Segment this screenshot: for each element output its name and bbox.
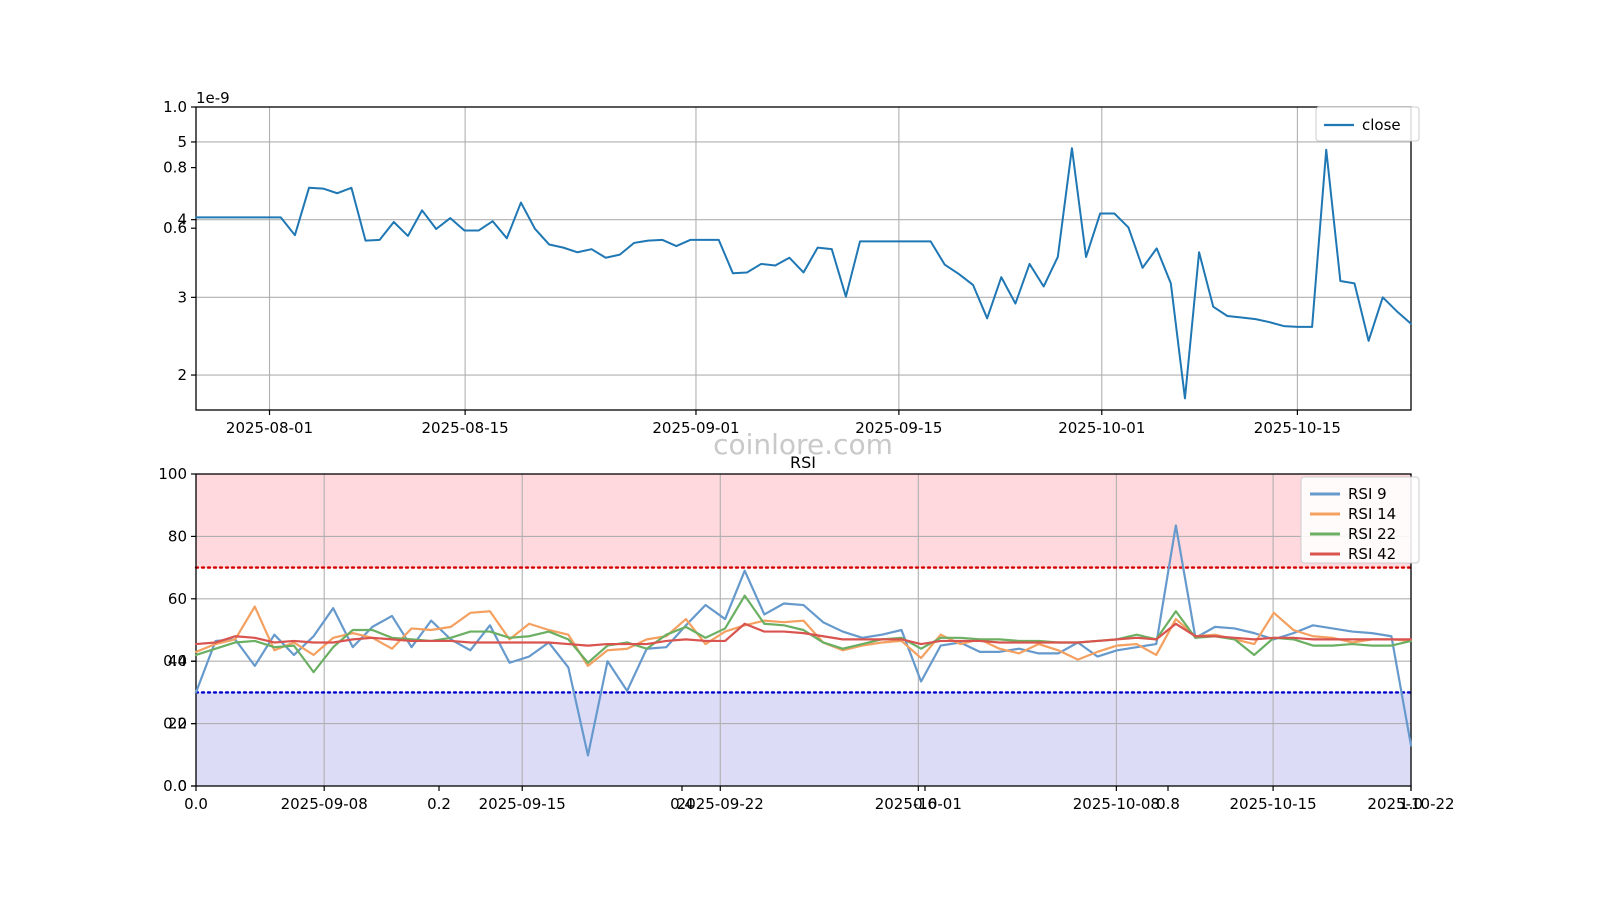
legend-label-close: close — [1362, 116, 1401, 134]
price-legend[interactable]: close — [1315, 106, 1420, 142]
rsi-series-lines — [194, 524, 1413, 757]
price-x-tick-2025-09-15: 2025-09-15 — [855, 419, 942, 437]
legend-label-rsi-42: RSI 42 — [1348, 545, 1396, 563]
rsi-x-tick-labels: 2025-09-08 2025-09-15 2025-09-22 2025-10-01… — [281, 786, 1455, 813]
overlay-x-tick-1.0: 1.0 — [1399, 795, 1423, 813]
overlay-top-y-labels: 0.6 0.8 1.0 — [163, 98, 196, 237]
overlay-normalized-axes: 0.6 0.8 1.0 0.0 0.2 0.4 0.0 0.2 0.4 0.6 0.8 1.0 — [163, 98, 1423, 813]
overlay-bottom-y-labels: 0.0 0.2 0.4 — [163, 652, 196, 795]
close-price-polyline — [195, 147, 1412, 400]
close-price-line — [195, 147, 1412, 400]
coinlore-watermark: coinlore.com — [713, 428, 893, 461]
rsi-x-tick-2025-10-01: 2025-10-01 — [875, 795, 962, 813]
rsi-x-tick-2025-09-08: 2025-09-08 — [281, 795, 368, 813]
price-x-tick-2025-10-01: 2025-10-01 — [1058, 419, 1145, 437]
legend-label-rsi-14: RSI 14 — [1348, 505, 1396, 523]
rsi-x-tick-2025-09-22: 2025-09-22 — [677, 795, 764, 813]
rsi-threshold-lines — [194, 566, 1413, 694]
price-grid — [196, 107, 1411, 410]
price-x-tick-2025-10-15: 2025-10-15 — [1254, 419, 1341, 437]
rsi-panel-title: RSI — [790, 453, 816, 472]
rsi-y-tick-100: 100 — [158, 465, 187, 483]
price-legend-box[interactable] — [1315, 106, 1420, 142]
rsi-x-tick-2025-10-22: 2025-10-22 — [1367, 795, 1454, 813]
rsi-axes-frame — [195, 473, 1412, 787]
rsi-y-tick-0: 0 — [177, 777, 187, 795]
overlay-bottom-y-tick-0.4: 0.4 — [163, 652, 187, 670]
overlay-x-labels: 0.0 0.2 0.4 0.6 0.8 1.0 — [184, 786, 1423, 813]
rsi-y-tick-labels: 0 20 40 60 80 100 — [158, 465, 196, 795]
overlay-x-tick-0.0: 0.0 — [184, 795, 208, 813]
overlay-x-tick-0.2: 0.2 — [427, 795, 451, 813]
rsi-line-rsi-42 — [194, 622, 1413, 647]
price-x-tick-2025-08-01: 2025-08-01 — [226, 419, 313, 437]
overlay-x-tick-0.8: 0.8 — [1156, 795, 1180, 813]
rsi-x-tick-2025-10-15: 2025-10-15 — [1230, 795, 1317, 813]
rsi-threshold-bands — [196, 474, 1411, 786]
rsi-y-tick-40: 40 — [168, 652, 187, 670]
rsi-legend[interactable]: RSI 9 RSI 14 RSI 22 RSI 42 — [1300, 476, 1420, 564]
overlay-top-y-tick-1.0: 1.0 — [163, 98, 187, 116]
price-axes-frame — [195, 106, 1412, 411]
price-y-tick-2: 2 — [177, 366, 187, 384]
rsi-legend-box[interactable] — [1300, 476, 1420, 564]
overlay-x-tick-0.6: 0.6 — [913, 795, 937, 813]
price-x-tick-2025-09-01: 2025-09-01 — [652, 419, 739, 437]
oversold-band — [196, 692, 1411, 786]
overlay-bottom-y-tick-0.0: 0.0 — [163, 777, 187, 795]
price-y-axis-offset-label: 1e-9 — [196, 89, 230, 107]
overlay-x-tick-0.4: 0.4 — [670, 795, 694, 813]
rsi-line-rsi-9 — [194, 524, 1413, 757]
legend-label-rsi-22: RSI 22 — [1348, 525, 1396, 543]
price-y-tick-3: 3 — [177, 288, 187, 306]
overlay-top-y-tick-0.8: 0.8 — [163, 159, 187, 177]
overlay-bottom-y-tick-0.2: 0.2 — [163, 715, 187, 733]
rsi-y-tick-60: 60 — [168, 590, 187, 608]
rsi-y-tick-20: 20 — [168, 715, 187, 733]
price-y-tick-4: 4 — [177, 211, 187, 229]
rsi-y-tick-80: 80 — [168, 527, 187, 545]
legend-label-rsi-9: RSI 9 — [1348, 485, 1387, 503]
price-x-tick-labels: 2025-08-01 2025-08-15 2025-09-01 2025-09-15… — [226, 410, 1341, 437]
overbought-band — [196, 474, 1411, 568]
rsi-x-tick-2025-10-08: 2025-10-08 — [1073, 795, 1160, 813]
rsi-x-tick-2025-09-15: 2025-09-15 — [479, 795, 566, 813]
overlay-top-y-tick-0.6: 0.6 — [163, 219, 187, 237]
price-y-tick-5: 5 — [177, 133, 187, 151]
price-y-tick-labels: 2 3 4 5 — [177, 133, 196, 384]
price-x-tick-2025-08-15: 2025-08-15 — [422, 419, 509, 437]
